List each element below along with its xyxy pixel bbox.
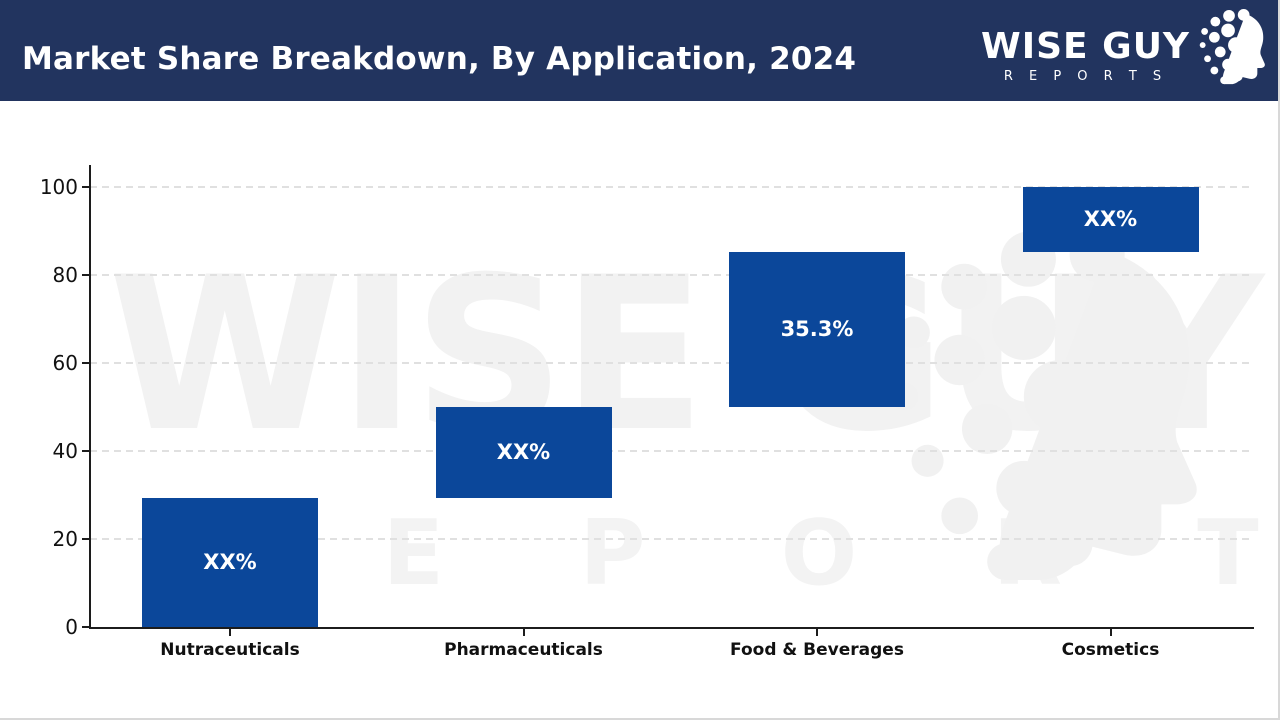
ytick-label-0: 0 xyxy=(65,615,78,639)
ytick-label-40: 40 xyxy=(52,439,78,463)
xtick-label-3: Food & Beverages xyxy=(730,640,904,660)
ytick-mark-60 xyxy=(82,362,89,364)
watermark-head-icon xyxy=(890,227,1197,580)
bar-food-beverages: 35.3% xyxy=(729,251,905,407)
ytick-label-20: 20 xyxy=(52,527,78,551)
ytick-mark-80 xyxy=(82,274,89,276)
ytick-label-100: 100 xyxy=(39,175,78,199)
bar-nutraceuticals: XX% xyxy=(142,497,318,627)
xtick-mark-2 xyxy=(522,629,525,636)
ytick-mark-100 xyxy=(82,186,89,188)
xtick-mark-3 xyxy=(816,629,818,636)
xtick-mark-1 xyxy=(229,629,231,636)
gridline-60 xyxy=(90,362,1253,364)
ytick-mark-0 xyxy=(82,626,89,628)
plot-region: 0 20 40 60 80 100 XX% Nutraceuticals XX% Pharmace… xyxy=(0,101,1278,718)
page-title: Market Share Breakdown, By Application, … xyxy=(22,41,857,77)
chart-area: WISE GUY R E P O R T S 020406080100XX%Nu… xyxy=(0,101,1278,718)
xtick-mark-4 xyxy=(1109,629,1112,636)
wiseguy-logo: WISE GUY R E P O R T S xyxy=(981,8,1266,90)
gridline-100 xyxy=(90,186,1253,188)
ytick-label-60: 60 xyxy=(52,351,78,375)
logo-name: WISE GUY xyxy=(980,26,1190,68)
xtick-label-2: Pharmaceuticals xyxy=(444,640,603,660)
bar-label-3: 35.3% xyxy=(780,317,854,342)
bar-pharmaceuticals: XX% xyxy=(435,407,612,498)
gridline-20 xyxy=(90,538,1253,540)
ytick-mark-40 xyxy=(82,450,89,452)
x-axis xyxy=(89,627,1254,629)
logo-text: WISE GUY R E P O R T S xyxy=(981,28,1190,84)
logo-head-icon xyxy=(1199,8,1265,85)
ytick-label-80: 80 xyxy=(52,263,78,287)
bar-cosmetics: XX% xyxy=(1022,187,1199,252)
bar-label-4: XX% xyxy=(1083,207,1138,232)
xtick-label-1: Nutraceuticals xyxy=(160,640,300,660)
bar-label-2: XX% xyxy=(496,440,551,465)
ytick-mark-20 xyxy=(82,538,89,540)
gridline-80 xyxy=(90,274,1253,276)
header-bar: Market Share Breakdown, By Application, … xyxy=(0,0,1278,101)
gridline-40 xyxy=(90,450,1253,452)
y-axis xyxy=(89,165,91,629)
bar-label-1: XX% xyxy=(203,550,257,575)
xtick-label-4: Cosmetics xyxy=(1061,640,1160,660)
logo-tagline: R E P O R T S xyxy=(1003,68,1168,84)
